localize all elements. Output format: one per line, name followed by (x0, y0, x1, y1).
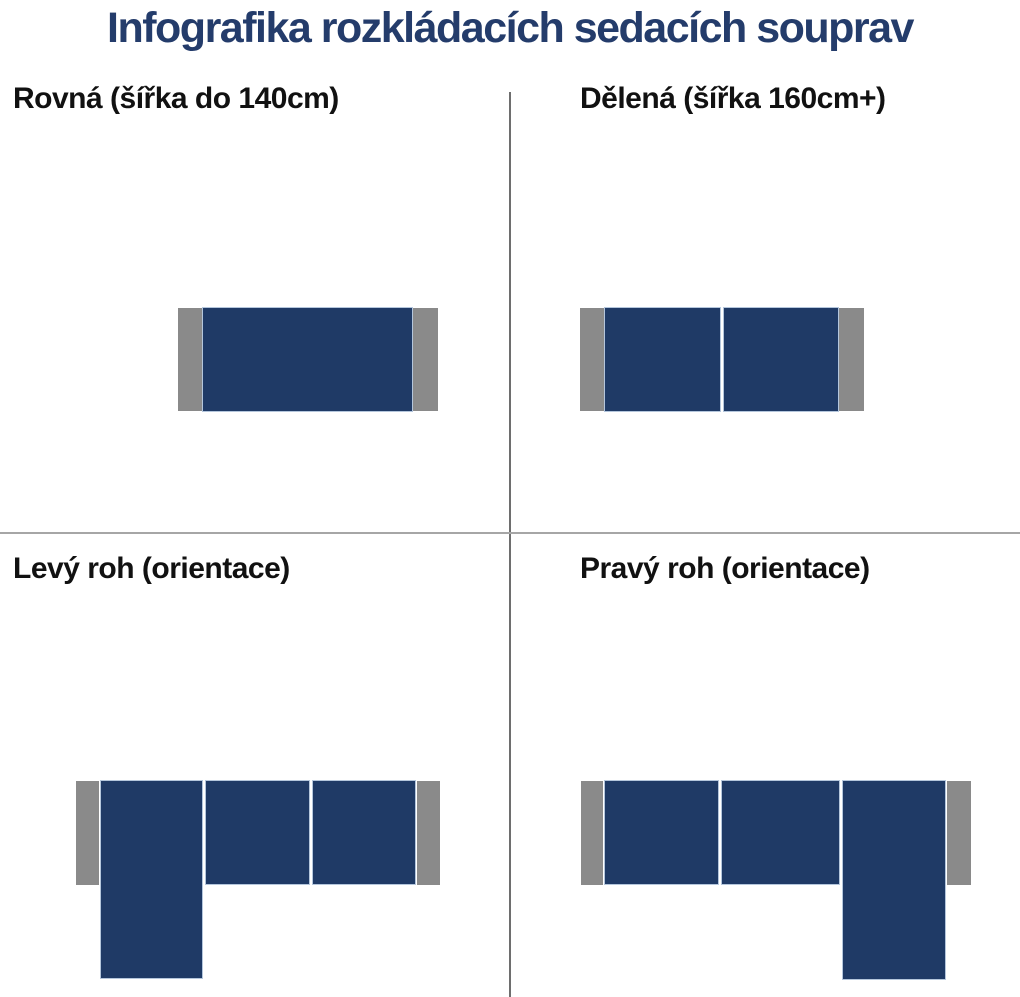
sofa-chaise-right (842, 780, 946, 980)
sofa-armrest-right (839, 308, 864, 411)
quadrant-label-delena: Dělená (šířka 160cm+) (580, 82, 886, 115)
page-title: Infografika rozkládacích sedacích soupra… (107, 4, 914, 52)
sofa-diagram-left-corner-icon (76, 780, 440, 979)
sofa-armrest-right (947, 781, 971, 885)
sofa-armrest-left (178, 308, 202, 411)
quadrant-divider-horizontal (0, 532, 1020, 534)
sofa-seat-right (723, 307, 839, 412)
sofa-seat-middle (721, 780, 840, 885)
sofa-diagram-straight-icon (178, 307, 438, 412)
sofa-chaise-left (100, 780, 203, 979)
sofa-diagram-divided-icon (580, 307, 864, 412)
sofa-armrest-left (76, 781, 99, 885)
quadrant-label-rovna: Rovná (šířka do 140cm) (13, 82, 339, 115)
sofa-seat (202, 307, 413, 412)
sofa-seat-middle (205, 780, 310, 885)
sofa-diagram-right-corner-icon (581, 780, 971, 980)
quadrant-divider-vertical (509, 92, 511, 997)
sofa-armrest-left (581, 781, 603, 885)
sofa-armrest-right (417, 781, 440, 885)
quadrant-label-pravy: Pravý roh (orientace) (580, 552, 870, 585)
sofa-seat-left (604, 307, 721, 412)
sofa-seat-left (604, 780, 719, 885)
sofa-armrest-right (413, 308, 438, 411)
sofa-armrest-left (580, 308, 604, 411)
sofa-seat-right (312, 780, 416, 885)
quadrant-label-levy: Levý roh (orientace) (13, 552, 290, 585)
